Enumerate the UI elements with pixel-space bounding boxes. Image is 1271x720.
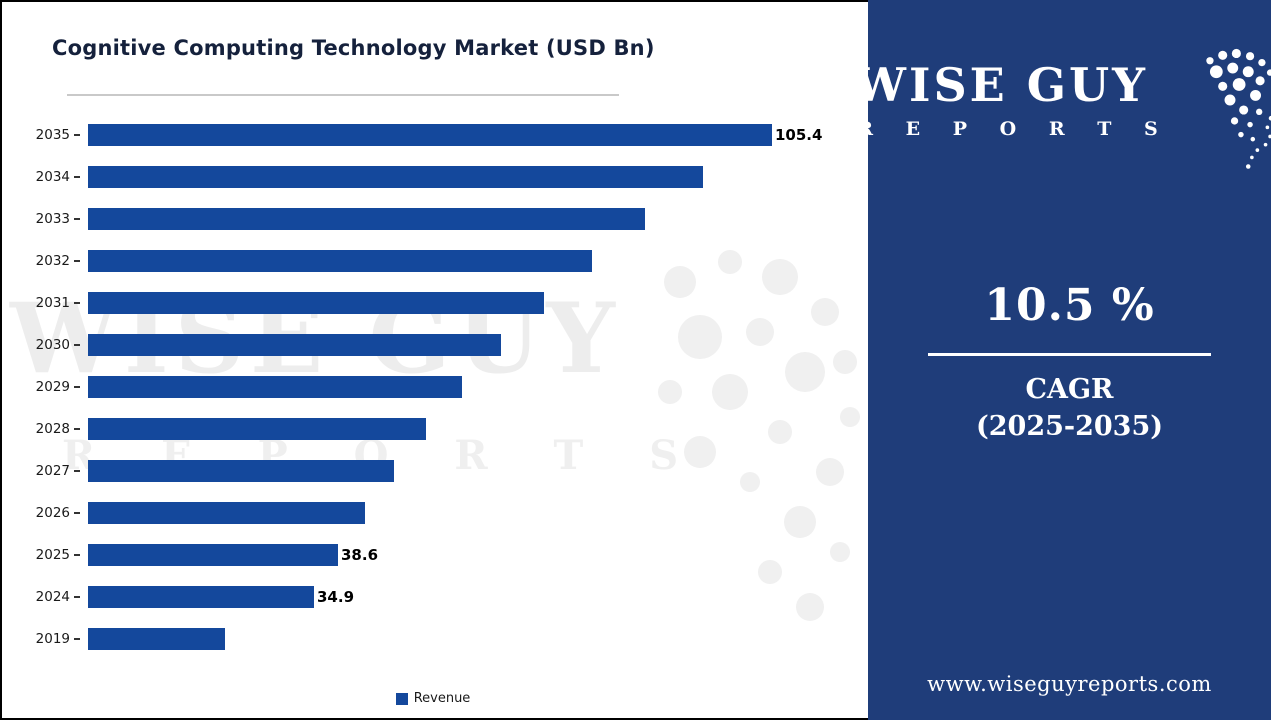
logo: WISE GUY R E P O R T S xyxy=(854,48,1271,172)
bar-row: 2030 xyxy=(2,324,870,366)
legend-label: Revenue xyxy=(413,691,471,706)
y-tick-label: 2031 xyxy=(35,295,70,311)
y-tick-mark xyxy=(74,218,80,220)
logo-text: WISE GUY R E P O R T S xyxy=(854,62,1170,140)
bar-row: 2031 xyxy=(2,282,870,324)
revenue-bar xyxy=(88,334,501,356)
cagr-range: (2025-2035) xyxy=(975,411,1164,442)
revenue-bar xyxy=(88,292,544,314)
chart-panel: Cognitive Computing Technology Market (U… xyxy=(0,0,868,720)
legend-swatch xyxy=(395,692,408,705)
y-tick-mark xyxy=(74,344,80,346)
y-tick-mark xyxy=(74,428,80,430)
bar-row: 2035 105.4 xyxy=(2,114,870,156)
y-tick-mark xyxy=(74,386,80,388)
y-tick-mark xyxy=(74,596,80,598)
bar-row: 2025 38.6 xyxy=(2,534,870,576)
bar-row: 2026 xyxy=(2,492,870,534)
revenue-bar xyxy=(88,460,394,482)
revenue-bar xyxy=(88,418,426,440)
y-tick-label: 2028 xyxy=(35,421,70,437)
y-tick-label: 2032 xyxy=(35,253,70,269)
y-tick-label: 2030 xyxy=(35,337,70,353)
y-tick-label: 2025 xyxy=(35,547,70,563)
y-tick-mark xyxy=(74,512,80,514)
bar-row: 2033 xyxy=(2,198,870,240)
y-tick-label: 2033 xyxy=(35,211,70,227)
y-tick-mark xyxy=(74,176,80,178)
y-tick-mark xyxy=(74,134,80,136)
revenue-bar xyxy=(88,208,645,230)
website-url: www.wiseguyreports.com xyxy=(927,672,1212,696)
bar-row: 2027 xyxy=(2,450,870,492)
y-tick-label: 2024 xyxy=(35,589,70,605)
bar-row: 2024 34.9 xyxy=(2,576,870,618)
revenue-bar xyxy=(88,628,225,650)
y-tick-mark xyxy=(74,470,80,472)
y-tick-label: 2029 xyxy=(35,379,70,395)
y-tick-mark xyxy=(74,638,80,640)
y-tick-mark xyxy=(74,260,80,262)
cagr-block: 10.5 % CAGR (2025-2035) xyxy=(868,280,1271,442)
cagr-divider xyxy=(928,353,1211,356)
y-tick-mark xyxy=(74,302,80,304)
bar-value-label: 34.9 xyxy=(317,588,355,606)
bar-row: 2034 xyxy=(2,156,870,198)
y-tick-label: 2034 xyxy=(35,169,70,185)
bar-row: 2032 xyxy=(2,240,870,282)
legend: Revenue xyxy=(88,691,778,706)
y-tick-label: 2026 xyxy=(35,505,70,521)
logo-line1: WISE GUY xyxy=(854,58,1148,112)
chart-title: Cognitive Computing Technology Market (U… xyxy=(52,36,655,60)
bar-chart: 2035 105.4 2034 2033 2032 2031 2030 2029 2028 202… xyxy=(2,112,870,660)
logo-line2: R E P O R T S xyxy=(857,118,1171,140)
revenue-bar xyxy=(88,544,338,566)
revenue-bar xyxy=(88,376,462,398)
bar-row: 2028 xyxy=(2,408,870,450)
bar-row: 2029 xyxy=(2,366,870,408)
revenue-bar xyxy=(88,250,592,272)
title-divider xyxy=(67,94,619,96)
revenue-bar xyxy=(88,502,365,524)
y-tick-label: 2035 xyxy=(35,127,70,143)
sidebar: WISE GUY R E P O R T S xyxy=(854,0,1271,720)
bar-value-label: 105.4 xyxy=(775,126,823,144)
cagr-value: 10.5 % xyxy=(984,280,1155,331)
y-tick-label: 2027 xyxy=(35,463,70,479)
bar-value-label: 38.6 xyxy=(341,546,379,564)
cagr-label: CAGR xyxy=(1025,374,1114,405)
logo-head-icon xyxy=(1206,48,1271,169)
y-tick-label: 2019 xyxy=(35,631,70,647)
revenue-bar xyxy=(88,124,772,146)
chart-area: WISE GUY R E P O R T S 2035105.420342033… xyxy=(2,112,870,660)
bar-row: 2019 xyxy=(2,618,870,660)
revenue-bar xyxy=(88,166,703,188)
y-tick-mark xyxy=(74,554,80,556)
revenue-bar xyxy=(88,586,314,608)
